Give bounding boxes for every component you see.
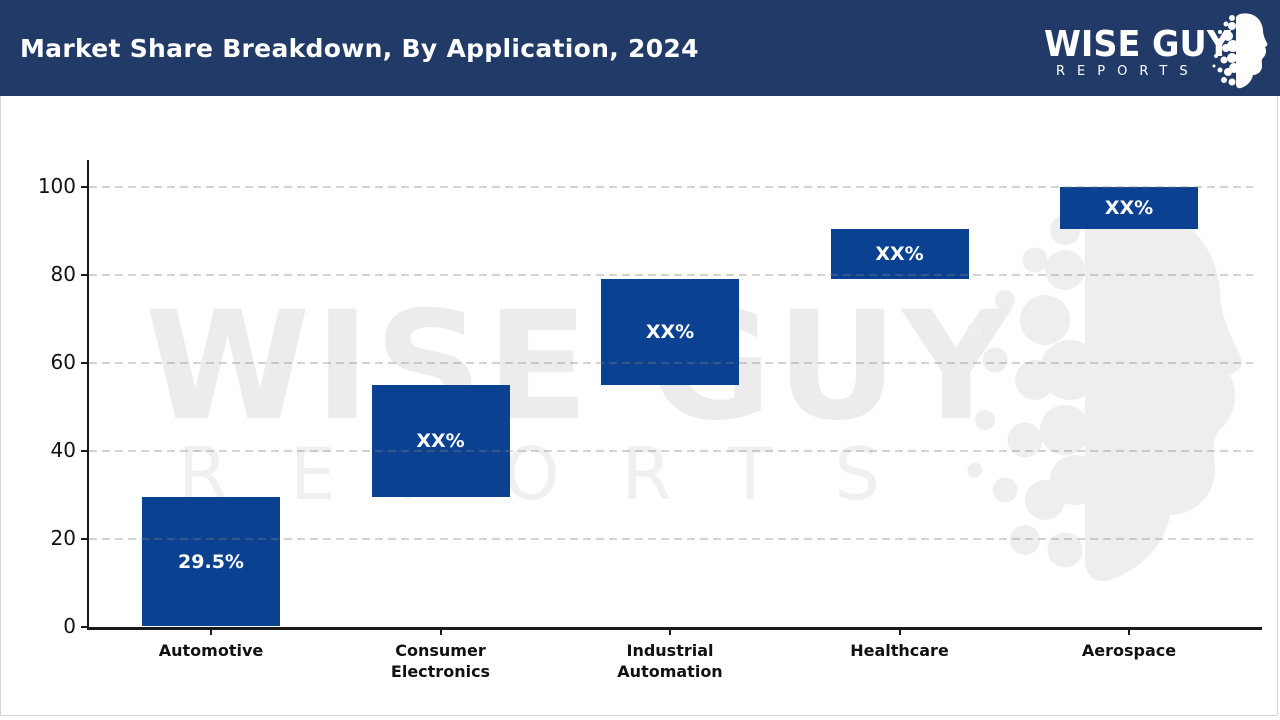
x-axis-line [87, 626, 1262, 630]
bar-label-aerospace: XX% [1104, 196, 1154, 219]
y-tick-label-20: 20 [50, 525, 76, 550]
y-tick-60 [81, 361, 88, 364]
bar-healthcare: XX% [830, 228, 969, 280]
x-tick-label-aerospace: Aerospace [1081, 640, 1177, 660]
bar-label-consumer-electronics: XX% [416, 429, 465, 452]
bar-label-industrial-automation: XX% [645, 321, 695, 344]
x-tick-industrial-automation [669, 628, 671, 635]
y-tick-label-80: 80 [50, 261, 76, 286]
watermark-head-icon [967, 206, 1242, 582]
dotted-head-icon [1212, 13, 1268, 89]
y-tick-40 [81, 449, 88, 452]
x-tick-label-consumer-electronics: Consumer Electronics [390, 640, 491, 681]
x-tick-label-automotive: Automotive [158, 640, 264, 660]
bar-label-healthcare: XX% [875, 243, 924, 266]
y-tick-20 [81, 537, 88, 540]
bar-industrial-automation: XX% [601, 279, 739, 385]
x-tick-automotive [210, 628, 212, 635]
gridline-60 [89, 361, 1253, 364]
x-tick-label-healthcare: Healthcare [850, 640, 949, 660]
x-tick-consumer-electronics [439, 628, 442, 635]
bar-automotive: 29.5% [142, 496, 280, 627]
y-tick-80 [81, 273, 88, 276]
bar-consumer-electronics: XX% [371, 384, 510, 497]
gridline-40 [89, 449, 1253, 452]
header: Market Share Breakdown, By Application, … [0, 0, 1280, 96]
bar-label-automotive: 29.5% [178, 550, 244, 573]
y-tick-0 [81, 625, 88, 628]
watermark-subtext: REPORTS [178, 432, 943, 516]
wise-guy-reports-logo: WISE GUY REPORTS [1004, 4, 1272, 92]
logo-wordmark: WISE GUY [1044, 24, 1231, 65]
x-tick-aerospace [1128, 628, 1130, 635]
gridline-80 [89, 273, 1253, 276]
y-tick-100 [81, 186, 88, 188]
gridline-100 [89, 186, 1253, 188]
x-tick-label-industrial-automation: Industrial Automation [617, 640, 723, 681]
logo-subtext: REPORTS [1056, 64, 1200, 79]
y-tick-label-40: 40 [50, 437, 76, 462]
bar-aerospace: XX% [1060, 187, 1198, 229]
y-tick-label-0: 0 [63, 613, 76, 638]
y-tick-label-100: 100 [37, 174, 76, 198]
chart-title: Market Share Breakdown, By Application, … [20, 33, 699, 63]
x-tick-healthcare [898, 628, 901, 635]
gridline-20 [89, 537, 1253, 540]
y-axis-line [87, 160, 89, 630]
watermark-wordmark: WISE GUY [145, 280, 1015, 454]
y-tick-label-60: 60 [50, 349, 76, 374]
